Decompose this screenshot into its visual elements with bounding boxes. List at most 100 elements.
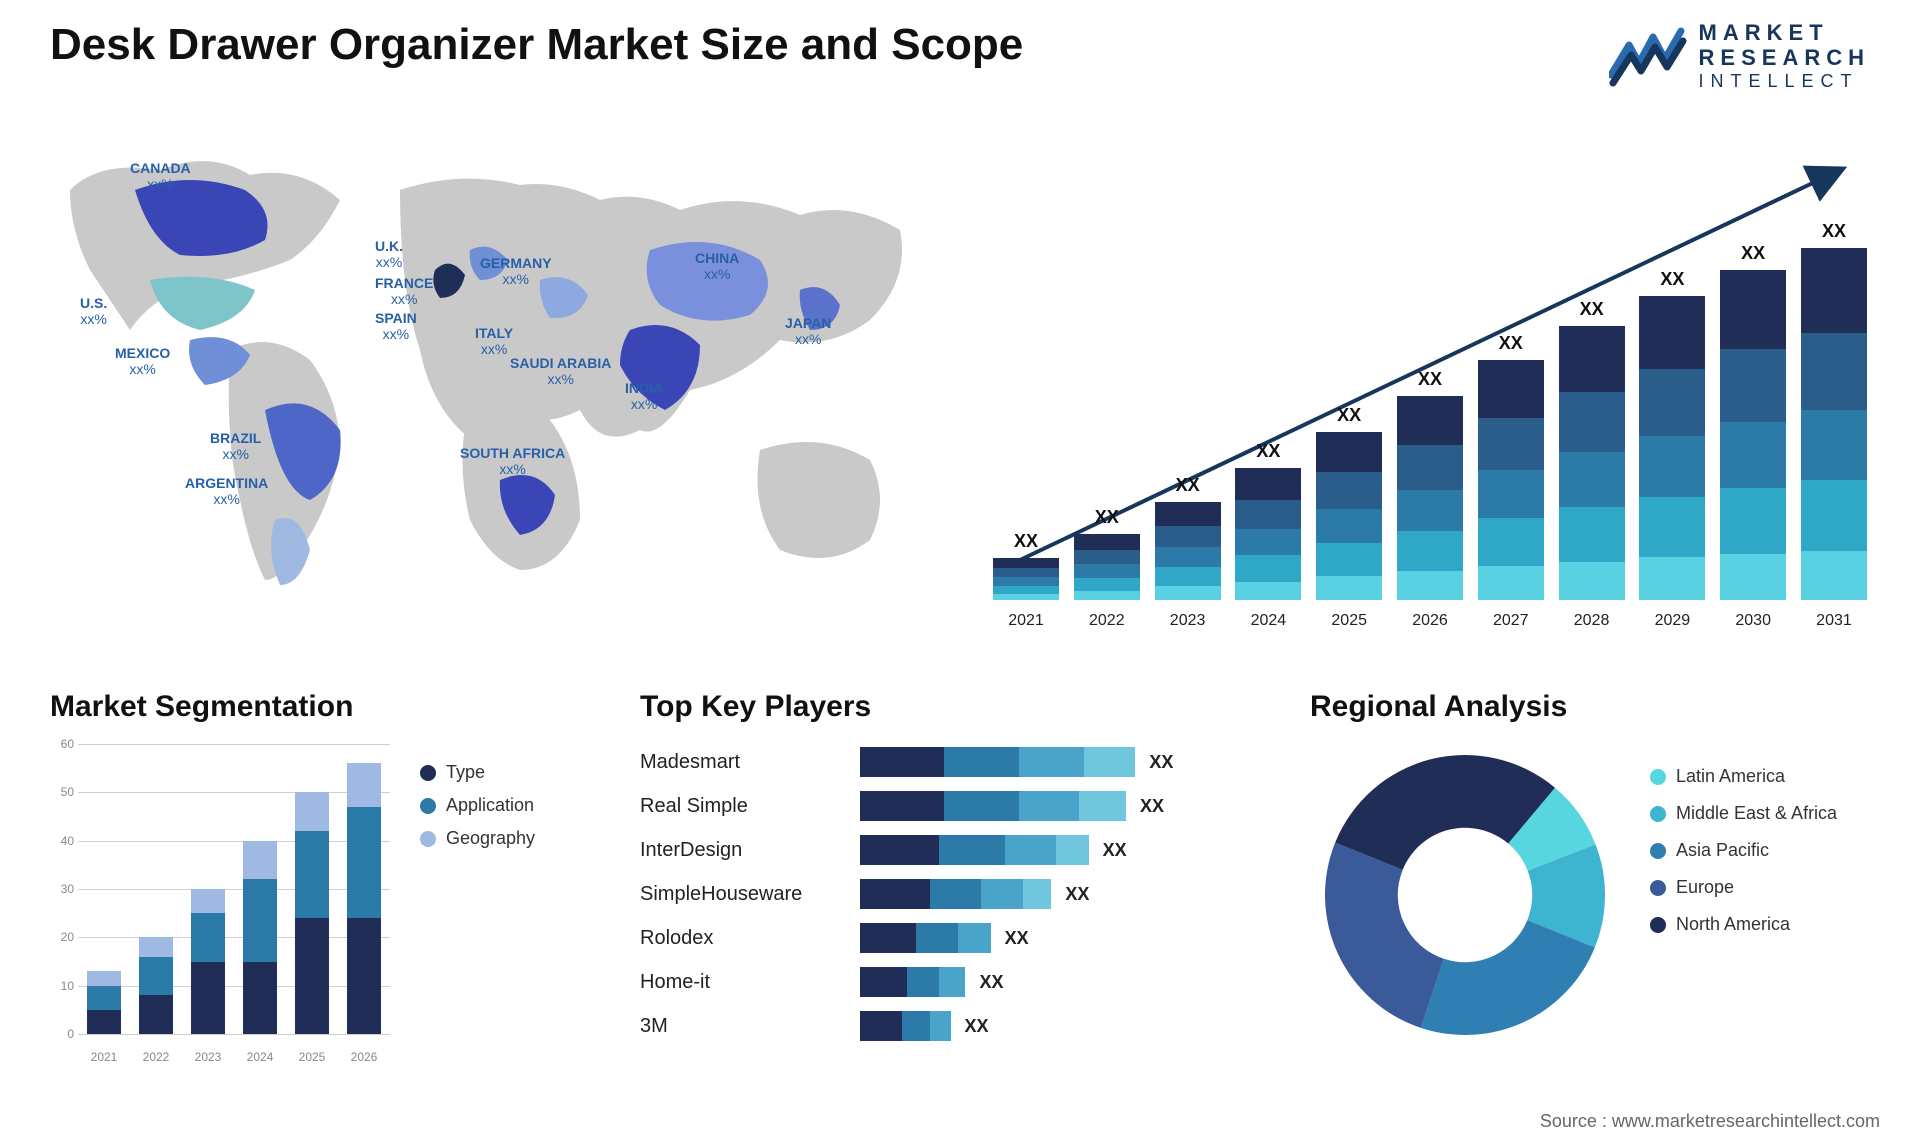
player-bar-segment xyxy=(939,835,1004,865)
logo-line2: RESEARCH xyxy=(1699,45,1870,70)
source-credit: Source : www.marketresearchintellect.com xyxy=(1540,1111,1880,1132)
legend-label: North America xyxy=(1676,914,1790,935)
growth-year-label: 2028 xyxy=(1556,612,1628,630)
growth-bar: XX xyxy=(1798,221,1870,600)
map-label: ITALYxx% xyxy=(475,325,513,357)
player-bar-row: XX xyxy=(860,740,1240,784)
growth-bar: XX xyxy=(1556,299,1628,600)
players-bars: XXXXXXXXXXXXXX xyxy=(860,740,1240,1048)
legend-item: Application xyxy=(420,795,535,816)
player-bar-segment xyxy=(860,879,930,909)
growth-bar: XX xyxy=(1717,243,1789,600)
growth-year-label: 2023 xyxy=(1152,612,1224,630)
growth-bar: XX xyxy=(1475,333,1547,600)
growth-year-label: 2025 xyxy=(1313,612,1385,630)
logo-text: MARKET RESEARCH INTELLECT xyxy=(1699,20,1870,91)
player-bar-segment xyxy=(1056,835,1089,865)
growth-bar-stack xyxy=(1316,432,1382,600)
growth-bar-label: XX xyxy=(1337,405,1361,426)
growth-bar: XX xyxy=(1071,507,1143,600)
y-tick-label: 30 xyxy=(61,882,74,896)
growth-bar-label: XX xyxy=(1014,531,1038,552)
legend-item: Asia Pacific xyxy=(1650,840,1837,861)
growth-bar-segment xyxy=(1235,529,1301,555)
player-bar-segment xyxy=(1019,747,1084,777)
growth-bar-segment xyxy=(1801,333,1867,410)
segmentation-bar-segment xyxy=(243,879,277,961)
growth-bar-stack xyxy=(1559,326,1625,600)
growth-bar-segment xyxy=(1155,547,1221,567)
player-name: SimpleHouseware xyxy=(640,872,850,916)
legend-swatch-icon xyxy=(420,798,436,814)
player-bar-segment xyxy=(860,923,916,953)
map-label: U.S.xx% xyxy=(80,295,107,327)
legend-label: Middle East & Africa xyxy=(1676,803,1837,824)
growth-bar-segment xyxy=(1316,472,1382,509)
player-bar xyxy=(860,879,1051,909)
donut-slice xyxy=(1325,843,1444,1028)
player-bar-row: XX xyxy=(860,872,1240,916)
regional-legend: Latin AmericaMiddle East & AfricaAsia Pa… xyxy=(1650,750,1837,951)
player-bar-segment xyxy=(902,1011,930,1041)
player-name: Madesmart xyxy=(640,740,850,784)
segmentation-bar-segment xyxy=(347,807,381,918)
segmentation-year-label: 2024 xyxy=(247,1050,274,1064)
player-bar-segment xyxy=(1019,791,1080,821)
growth-bar-segment xyxy=(1316,576,1382,600)
segmentation-bar-segment xyxy=(347,918,381,1034)
segmentation-year-label: 2021 xyxy=(91,1050,118,1064)
player-bar-segment xyxy=(1079,791,1126,821)
growth-year-label: 2021 xyxy=(990,612,1062,630)
player-bar-segment xyxy=(916,923,958,953)
segmentation-bar-segment xyxy=(295,918,329,1034)
world-map-panel: CANADAxx%U.S.xx%MEXICOxx%BRAZILxx%ARGENT… xyxy=(40,130,940,630)
players-names: MadesmartReal SimpleInterDesignSimpleHou… xyxy=(640,740,850,1048)
map-label: INDIAxx% xyxy=(625,380,663,412)
growth-years: 2021202220232024202520262027202820292030… xyxy=(990,612,1870,630)
growth-bar-segment xyxy=(1720,422,1786,488)
segmentation-bar-segment xyxy=(87,986,121,1010)
segmentation-legend: TypeApplicationGeography xyxy=(420,750,535,861)
segmentation-bar-segment xyxy=(243,962,277,1035)
growth-bar: XX xyxy=(1313,405,1385,600)
growth-bar-segment xyxy=(1235,582,1301,600)
player-name: Home-it xyxy=(640,960,850,1004)
segmentation-x-axis: 202120222023202420252026 xyxy=(78,1050,390,1064)
players-title: Top Key Players xyxy=(640,690,1260,724)
growth-bar-label: XX xyxy=(1176,475,1200,496)
growth-bars: XXXXXXXXXXXXXXXXXXXXXX xyxy=(990,180,1870,600)
growth-bar-segment xyxy=(1559,392,1625,452)
legend-swatch-icon xyxy=(1650,917,1666,933)
segmentation-bar-segment xyxy=(347,763,381,807)
growth-bar-segment xyxy=(1316,543,1382,577)
segmentation-year-label: 2026 xyxy=(351,1050,378,1064)
logo-line3: INTELLECT xyxy=(1699,71,1870,92)
growth-bar-segment xyxy=(1235,555,1301,581)
segmentation-bar xyxy=(191,889,225,1034)
segmentation-bar-segment xyxy=(191,889,225,913)
player-bar-segment xyxy=(944,747,1019,777)
growth-bar-segment xyxy=(1397,445,1463,490)
growth-bar-segment xyxy=(1801,480,1867,550)
growth-bar-segment xyxy=(993,577,1059,585)
legend-label: Geography xyxy=(446,828,535,849)
growth-bar-segment xyxy=(1478,566,1544,600)
legend-swatch-icon xyxy=(1650,769,1666,785)
growth-year-label: 2031 xyxy=(1798,612,1870,630)
regional-title: Regional Analysis xyxy=(1310,690,1880,724)
map-label: CHINAxx% xyxy=(695,250,739,282)
segmentation-bar-segment xyxy=(139,995,173,1034)
player-bar-segment xyxy=(860,835,939,865)
segmentation-year-label: 2022 xyxy=(143,1050,170,1064)
legend-swatch-icon xyxy=(420,831,436,847)
growth-bar-stack xyxy=(1720,270,1786,600)
player-bar-segment xyxy=(860,967,907,997)
legend-swatch-icon xyxy=(1650,806,1666,822)
player-bar-row: XX xyxy=(860,1004,1240,1048)
growth-year-label: 2022 xyxy=(1071,612,1143,630)
map-label: CANADAxx% xyxy=(130,160,191,192)
player-bar-segment xyxy=(930,879,981,909)
growth-bar-segment xyxy=(1801,248,1867,332)
growth-year-label: 2026 xyxy=(1394,612,1466,630)
growth-bar-segment xyxy=(993,568,1059,577)
